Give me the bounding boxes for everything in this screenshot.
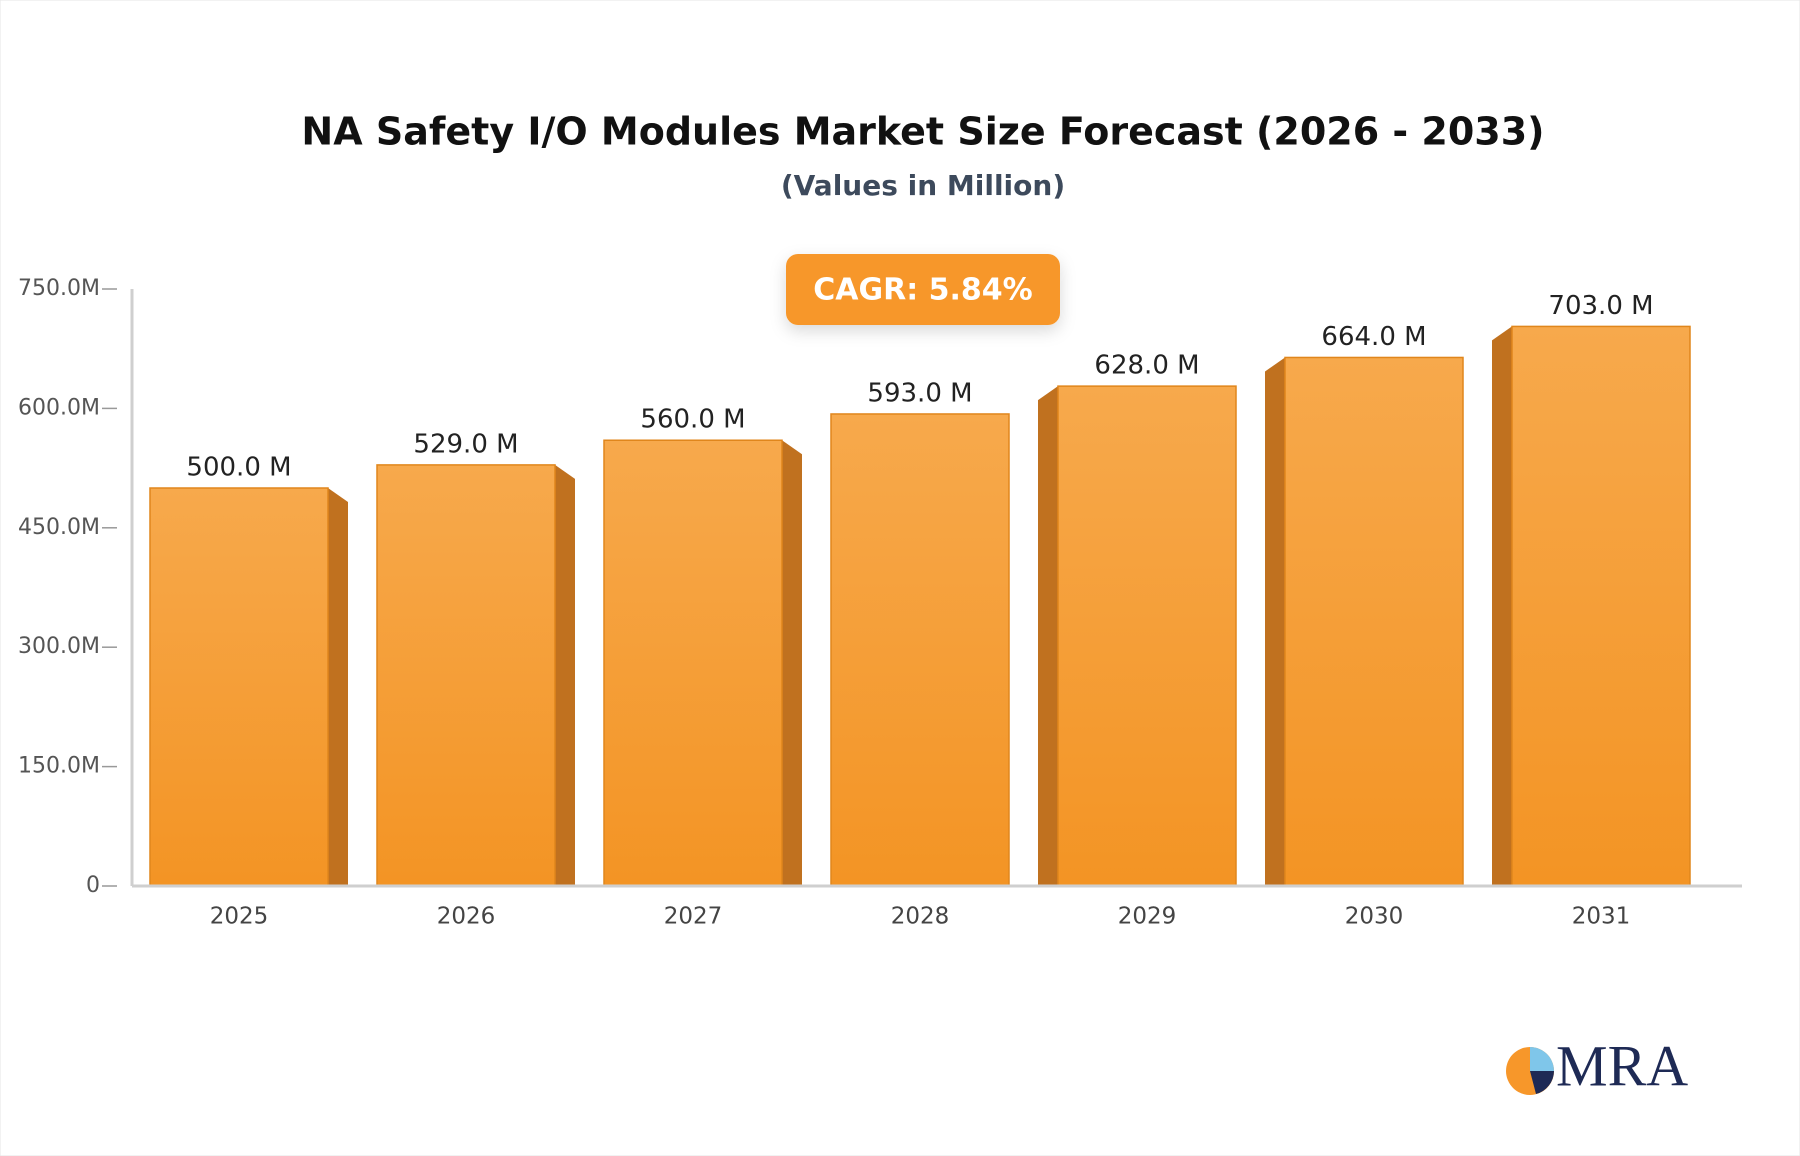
value-label: 703.0 M <box>1548 291 1653 321</box>
bar-side <box>782 440 802 886</box>
bar <box>1057 385 1237 887</box>
value-label: 628.0 M <box>1094 351 1199 381</box>
bar-side <box>1265 357 1285 886</box>
chart-title: NA Safety I/O Modules Market Size Foreca… <box>301 110 1544 154</box>
cagr-badge <box>786 254 1060 325</box>
value-label: 560.0 M <box>640 405 745 435</box>
x-tick-label: 2029 <box>1118 904 1177 930</box>
bar <box>830 413 1010 887</box>
y-tick-label: 600.0M <box>18 395 100 420</box>
bar-side <box>555 464 575 886</box>
y-tick-label: 0 <box>86 873 100 898</box>
bar-side <box>1038 386 1058 886</box>
bar <box>1511 325 1691 887</box>
y-tick-label: 750.0M <box>18 276 100 301</box>
y-tick-label: 450.0M <box>18 515 100 540</box>
value-label: 593.0 M <box>867 378 972 408</box>
x-tick-label: 2027 <box>664 904 723 930</box>
value-label: 500.0 M <box>186 453 291 483</box>
logo-icon-slice <box>1530 1047 1554 1071</box>
y-tick-label: 150.0M <box>18 754 100 779</box>
chart-subtitle: (Values in Million) <box>781 169 1065 202</box>
bar <box>149 487 329 887</box>
bar <box>1284 356 1464 887</box>
bar <box>603 439 783 887</box>
x-tick-label: 2030 <box>1345 904 1404 930</box>
x-tick-label: 2028 <box>891 904 950 930</box>
value-label: 664.0 M <box>1321 322 1426 352</box>
value-label: 529.0 M <box>413 429 518 459</box>
x-tick-label: 2025 <box>210 904 269 930</box>
x-tick-label: 2031 <box>1572 904 1631 930</box>
logo-text: MRA <box>1556 1033 1688 1098</box>
bar-side <box>1492 326 1512 886</box>
bar <box>376 464 556 887</box>
logo-icon-slice <box>1530 1071 1554 1094</box>
bar-side <box>328 488 348 886</box>
x-tick-label: 2026 <box>437 904 496 930</box>
y-tick-label: 300.0M <box>18 634 100 659</box>
cagr-label: CAGR: 5.84% <box>813 273 1032 308</box>
logo: MRA <box>1506 1033 1688 1098</box>
